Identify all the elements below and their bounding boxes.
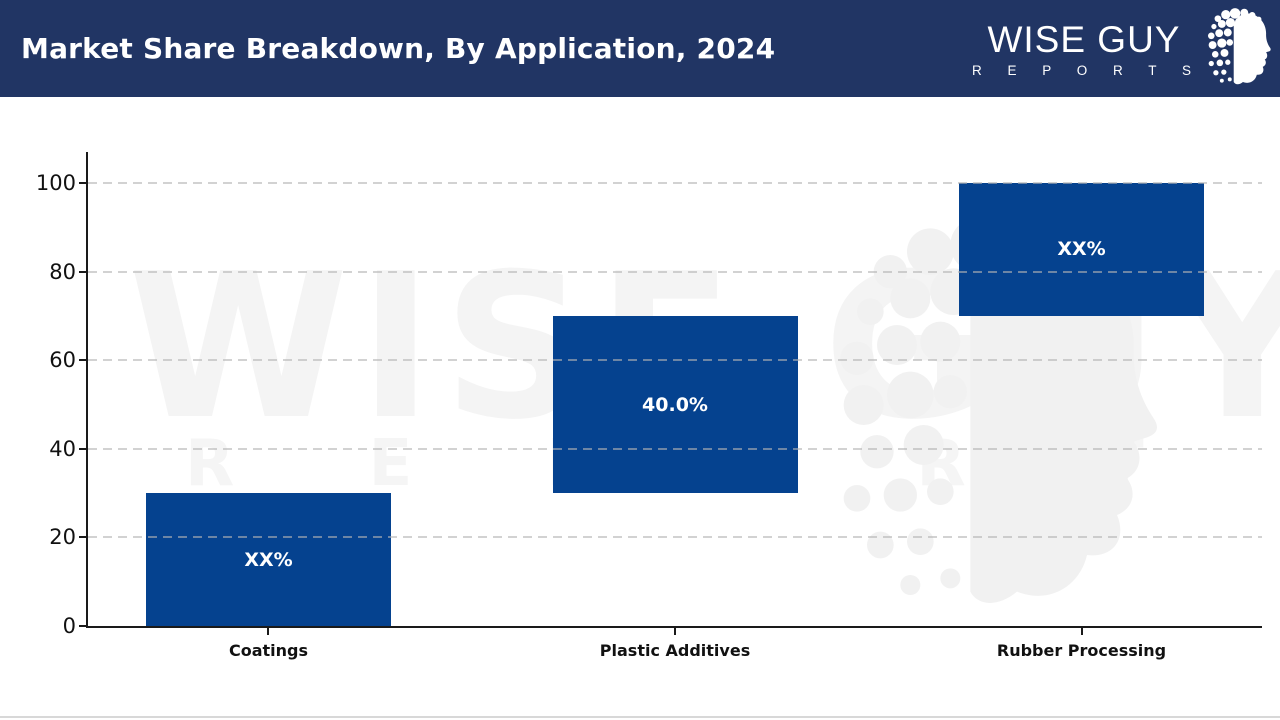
ytick-40 — [79, 447, 88, 450]
gridline-y20 — [88, 536, 1262, 539]
bottom-divider — [0, 716, 1280, 718]
wiseguy-logo-text: WISE GUY R E P O R T S — [966, 21, 1202, 78]
xtick-2 — [1080, 628, 1083, 635]
xtick-1 — [674, 628, 676, 635]
ytick-label-0: 0 — [62, 614, 76, 638]
bar-value-label: XX% — [1057, 238, 1106, 261]
ytick-label-100: 100 — [35, 171, 76, 195]
ytick-100 — [79, 182, 88, 184]
bar-coatings: XX% — [145, 493, 391, 626]
chart-title: Market Share Breakdown, By Application, … — [21, 32, 776, 65]
ytick-label-60: 60 — [49, 348, 76, 373]
ytick-label-40: 40 — [49, 436, 76, 461]
bar-rubber-processing: XX% — [959, 183, 1204, 316]
gridline-y40 — [88, 447, 1262, 450]
logo-wordmark: WISE GUY — [987, 18, 1181, 60]
y-axis-line — [86, 152, 88, 628]
bar-value-label: XX% — [244, 548, 293, 571]
ytick-60 — [79, 359, 88, 362]
x-axis-line — [86, 626, 1262, 628]
bar-value-label: 40.0% — [642, 393, 708, 416]
gridline-y60 — [88, 359, 1262, 362]
category-label-1: Plastic Additives — [599, 641, 751, 660]
header-band: Market Share Breakdown, By Application, … — [0, 0, 1280, 97]
wiseguy-logo: WISE GUY R E P O R T S — [966, 4, 1272, 94]
ytick-20 — [79, 536, 88, 539]
logo-subtitle: R E P O R T S — [971, 62, 1202, 78]
bar-plastic-additives: 40.0% — [552, 315, 798, 494]
gridline-y100 — [88, 182, 1262, 184]
ytick-label-80: 80 — [49, 259, 76, 284]
ytick-80 — [79, 270, 88, 273]
xtick-0 — [267, 628, 270, 635]
gridline-y80 — [88, 270, 1262, 273]
category-label-2: Rubber Processing — [996, 641, 1167, 660]
ytick-0 — [79, 625, 88, 627]
ytick-label-20: 20 — [49, 525, 76, 550]
wiseguy-head-icon — [1207, 8, 1271, 85]
category-label-0: Coatings — [228, 641, 308, 660]
